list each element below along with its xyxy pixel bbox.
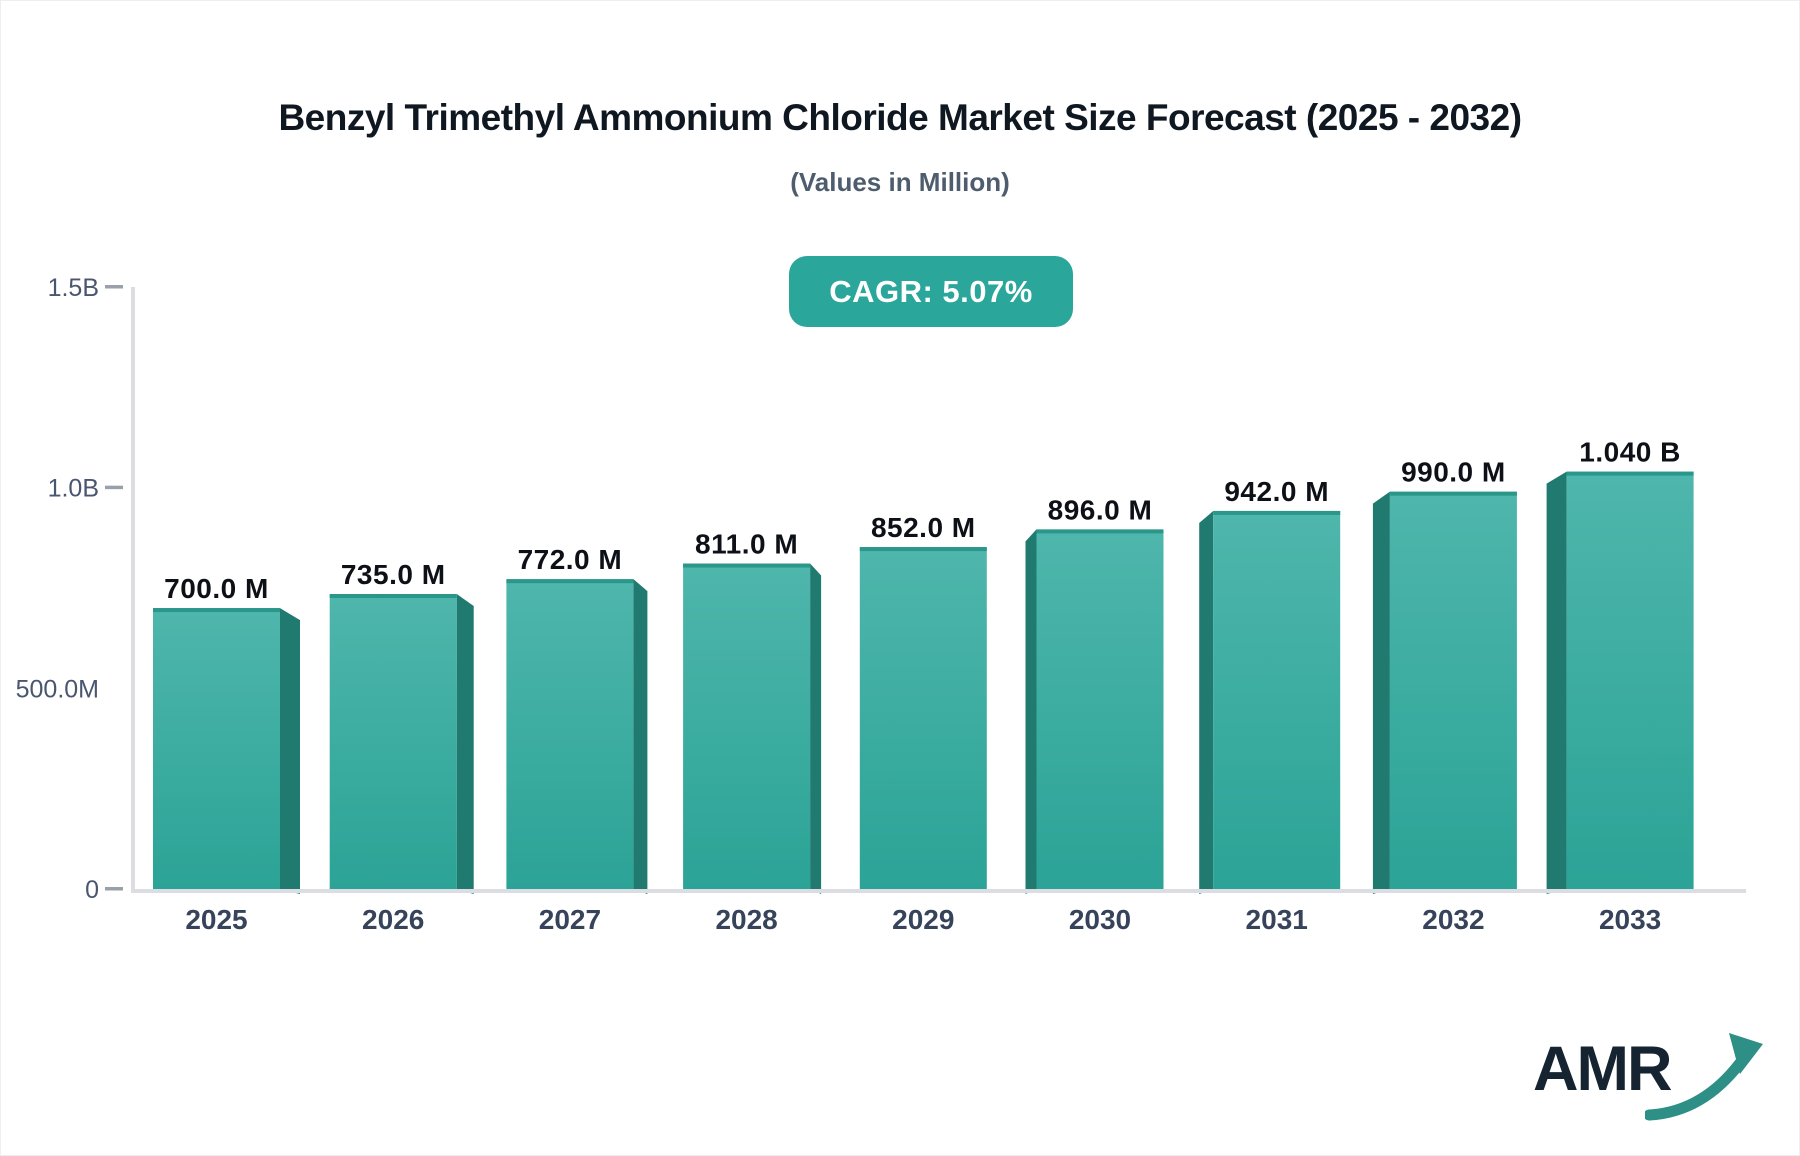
- cagr-badge-label: CAGR: 5.07%: [829, 273, 1033, 309]
- bar-side-face: [1199, 510, 1214, 894]
- bar-2032[interactable]: 990.0 M 2032: [1372, 457, 1517, 935]
- x-axis-year-label: 2027: [539, 904, 601, 935]
- bar-side-face: [633, 579, 648, 894]
- bar-value-label: 1.040 B: [1579, 437, 1681, 468]
- y-axis-tick-label: 500.0M: [16, 675, 99, 703]
- y-axis-line: [131, 287, 135, 893]
- bar-value-label: 772.0 M: [518, 544, 623, 575]
- bar-2025[interactable]: 700.0 M 2025: [153, 573, 300, 935]
- bar-2028[interactable]: 811.0 M 2028: [683, 529, 822, 935]
- bar-value-label: 735.0 M: [341, 559, 446, 590]
- bar-top-rim: [1389, 491, 1517, 496]
- cagr-badge: CAGR: 5.07%: [789, 256, 1073, 327]
- bar-front-face: [1036, 529, 1164, 889]
- bar-front-face: [153, 608, 280, 889]
- x-axis-year-label: 2026: [362, 904, 424, 935]
- bar-top-rim: [683, 563, 811, 568]
- x-axis-year-label: 2029: [892, 904, 954, 935]
- bar-2027[interactable]: 772.0 M 2027: [506, 544, 648, 935]
- bar-value-label: 942.0 M: [1224, 476, 1329, 507]
- chart-title: Benzyl Trimethyl Ammonium Chloride Marke…: [278, 97, 1522, 138]
- chart-subtitle: (Values in Million): [790, 167, 1010, 197]
- x-axis-year-label: 2025: [185, 904, 247, 935]
- bar-2026[interactable]: 735.0 M 2026: [329, 559, 474, 935]
- bar-side-face: [810, 563, 822, 894]
- bar-front-face: [1566, 471, 1694, 889]
- bar-top-rim: [506, 579, 634, 584]
- bar-front-face: [683, 563, 811, 889]
- bar-side-face: [1372, 491, 1390, 894]
- bar-value-label: 896.0 M: [1048, 494, 1153, 525]
- x-axis-year-label: 2030: [1069, 904, 1131, 935]
- amr-logo-text: AMR: [1533, 1034, 1672, 1104]
- bar-top-rim: [1036, 529, 1164, 534]
- bar-front-face: [859, 547, 987, 889]
- bar-side-face: [280, 608, 300, 894]
- y-axis-tick-label: 0: [85, 876, 99, 904]
- amr-logo[interactable]: AMR: [1533, 1027, 1763, 1127]
- y-axis-tick-dash: [105, 285, 123, 289]
- bar-top-rim: [1566, 471, 1694, 476]
- bar-top-rim: [859, 547, 987, 552]
- y-axis-tick-label: 1.5B: [48, 274, 99, 302]
- trend-up-arrow-icon: [1645, 1033, 1763, 1121]
- bar-side-face: [1546, 471, 1567, 894]
- bar-side-face: [1025, 529, 1037, 894]
- bar-2033[interactable]: 1.040 B 2033: [1546, 437, 1694, 935]
- y-axis-tick-dash: [105, 887, 123, 891]
- bar-value-label: 811.0 M: [695, 529, 798, 560]
- bar-top-rim: [329, 594, 457, 599]
- y-axis-tick-dash: [105, 485, 123, 490]
- x-axis-year-label: 2032: [1422, 904, 1484, 935]
- bar-front-face: [1213, 510, 1341, 889]
- x-axis-year-label: 2028: [715, 904, 777, 935]
- bar-2031[interactable]: 942.0 M 2031: [1199, 476, 1341, 935]
- bar-2029[interactable]: 852.0 M 2029: [859, 512, 987, 935]
- x-axis-year-label: 2031: [1246, 904, 1308, 935]
- bar-2030[interactable]: 896.0 M 2030: [1025, 494, 1164, 935]
- bar-front-face: [1389, 491, 1517, 889]
- bar-value-label: 990.0 M: [1401, 457, 1506, 488]
- bar-value-label: 852.0 M: [871, 512, 976, 543]
- y-axis-tick-label: 1.0B: [48, 475, 99, 503]
- bar-front-face: [506, 579, 634, 889]
- bar-side-face: [456, 594, 474, 894]
- bar-value-label: 700.0 M: [164, 573, 269, 604]
- bar-front-face: [329, 594, 457, 889]
- bar-top-rim: [153, 608, 280, 613]
- x-axis-baseline: [131, 889, 1746, 893]
- bar-top-rim: [1213, 510, 1341, 515]
- x-axis-year-label: 2033: [1599, 904, 1661, 935]
